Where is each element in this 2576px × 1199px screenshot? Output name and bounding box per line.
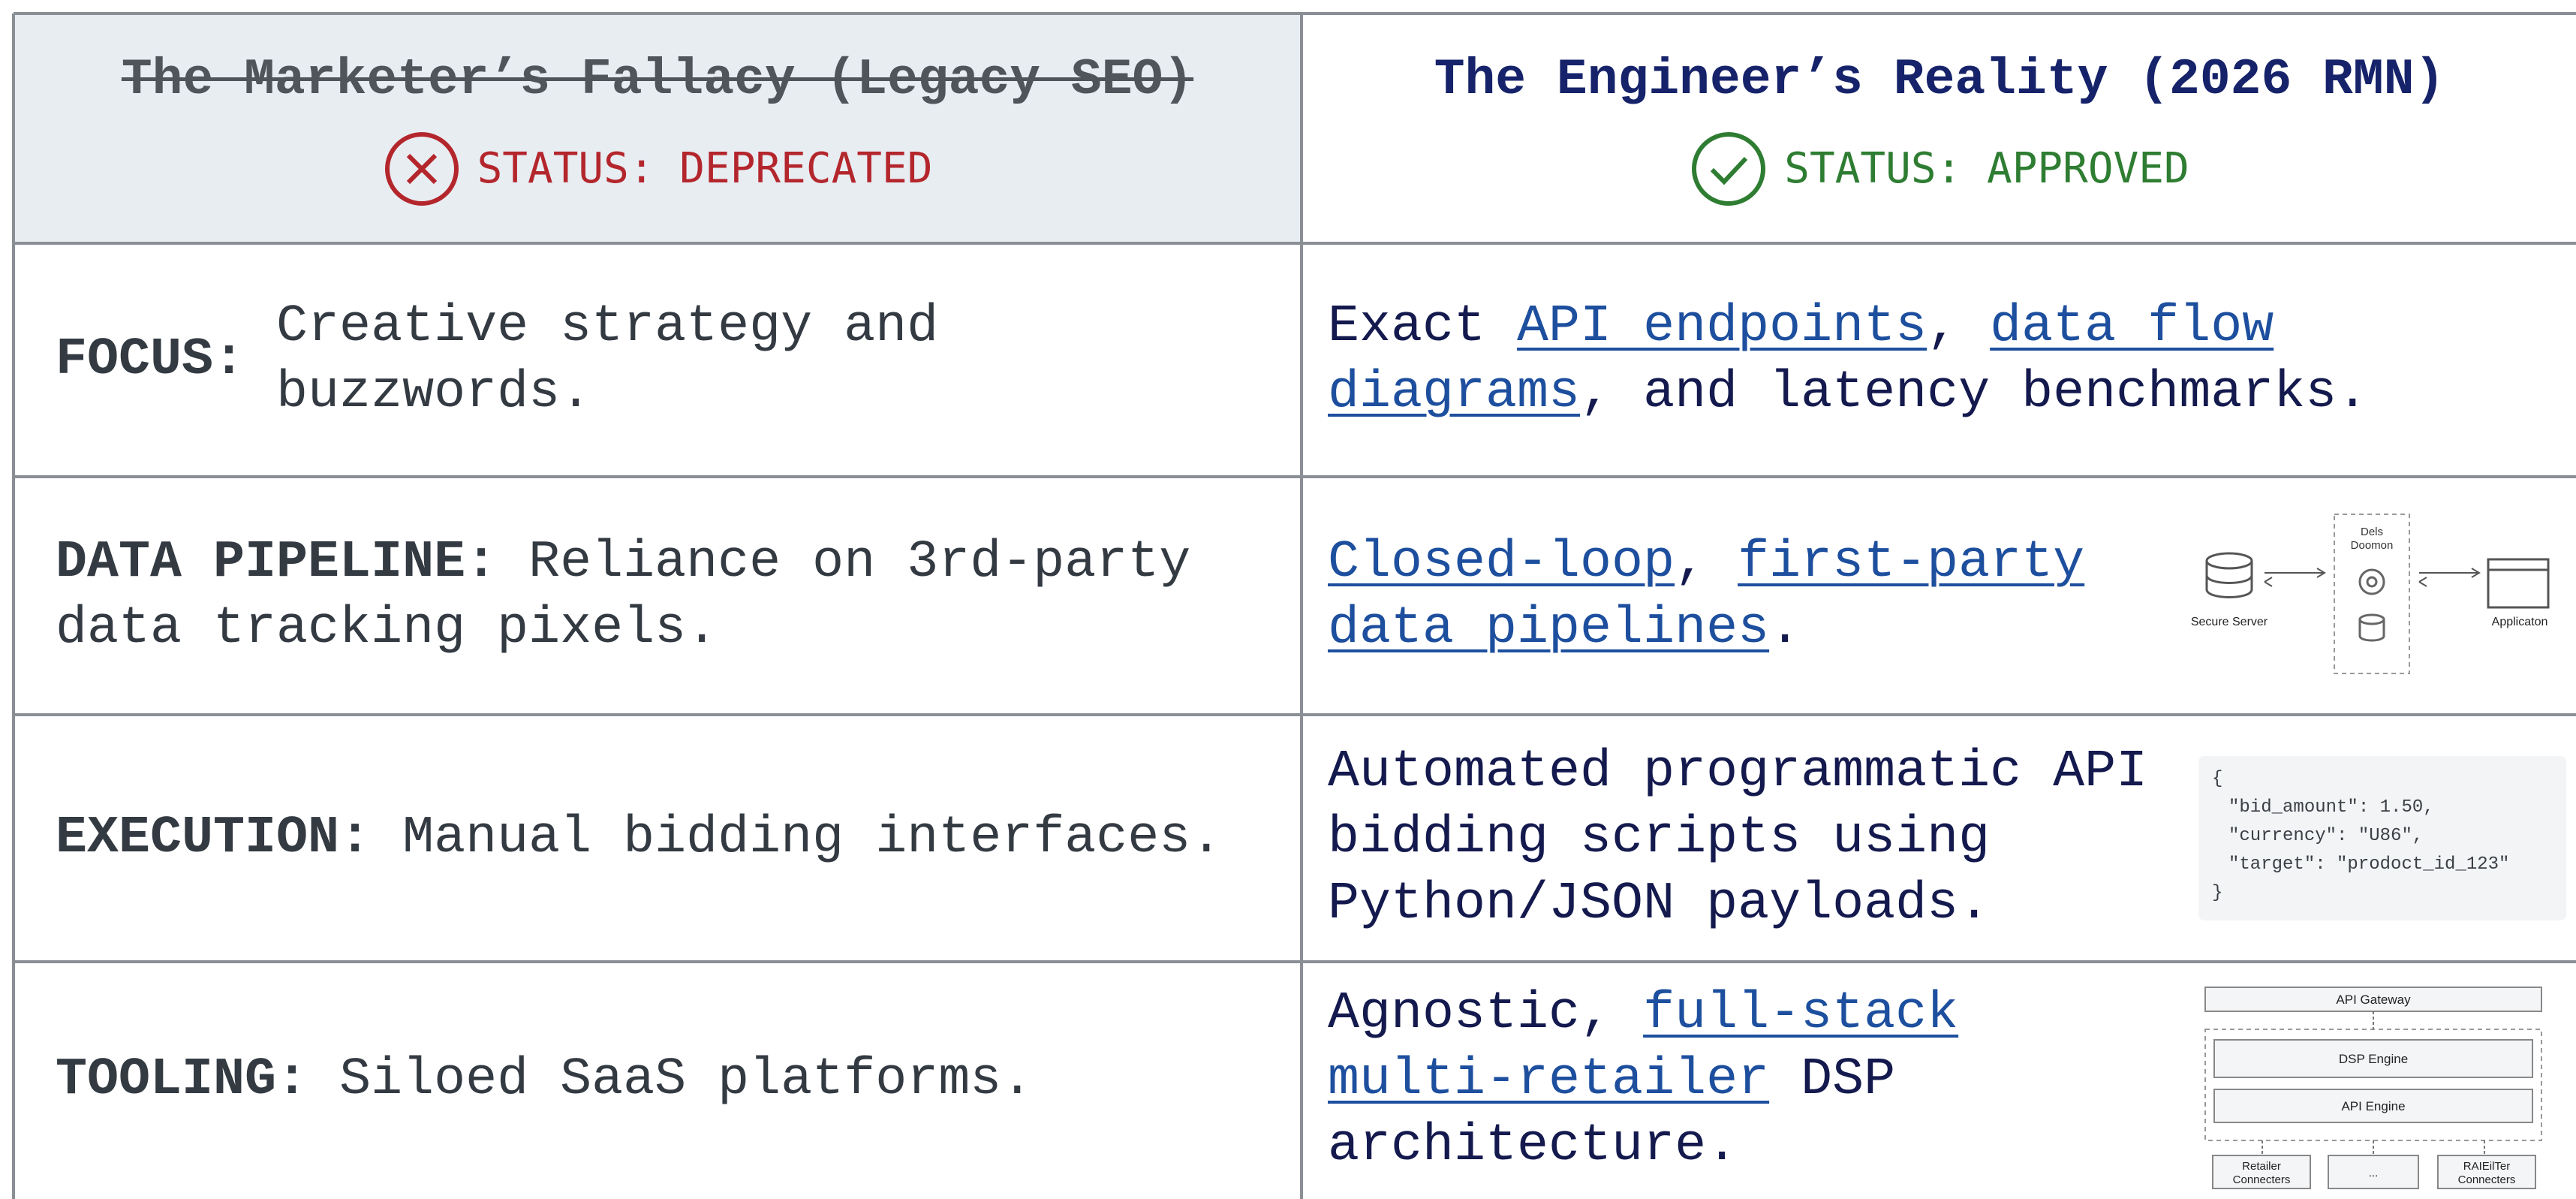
text: Reliance on 3rd-party data tracking pixe…	[56, 532, 1191, 658]
text-block: Exact API endpoints, data flow diagrams,…	[1328, 294, 2394, 426]
right-cell: Agnostic, full-stack multi-retailer DSP …	[1328, 963, 2018, 1197]
link: full-stack multi-retailer	[1328, 984, 1959, 1110]
layer-label: DSP Engine	[2339, 1052, 2408, 1066]
title: The Engineer’s Reality (2026 RMN)	[1434, 50, 2445, 109]
border	[1300, 14, 1303, 1199]
text: Siloed SaaS platforms.	[339, 1050, 1034, 1110]
layer-label: API Gateway	[2336, 993, 2411, 1007]
code-line: "currency": "U86",	[2228, 826, 2423, 846]
label: FOCUS:	[56, 330, 245, 390]
label: TOOLING:	[56, 1050, 308, 1110]
text: Creative strategy and buzzwords.	[276, 297, 939, 423]
left-cell: TOOLING: Siloed SaaS platforms.	[56, 963, 1286, 1197]
header-bg	[14, 14, 1302, 243]
layer-label: API Engine	[2341, 1099, 2405, 1113]
text-block: Agnostic, full-stack multi-retailer DSP …	[1328, 981, 2018, 1179]
text: Manual bidding interfaces.	[402, 808, 1223, 868]
text-block: DATA PIPELINE: Reliance on 3rd-party dat…	[56, 530, 1271, 662]
border	[14, 960, 2576, 963]
code-line: {	[2212, 769, 2222, 789]
text: DSP architecture.	[1328, 1050, 1896, 1176]
left-cell: DATA PIPELINE: Reliance on 3rd-party dat…	[56, 478, 1286, 713]
left-cell: FOCUS: Creative strategy and buzzwords.	[56, 245, 1286, 475]
connector-label: ...	[2369, 1167, 2379, 1179]
connector-label: RAIEilTer	[2463, 1160, 2511, 1173]
code-box: { "bid_amount": 1.50, "currency": "U86", "t…	[2198, 756, 2566, 920]
status-text: STATUS: APPROVED	[1784, 144, 2189, 193]
check-icon	[1692, 131, 1766, 206]
label: EXECUTION:	[56, 808, 372, 868]
data-flow-diagram: Dels Doomon Secure Server Applicaton	[2191, 514, 2550, 674]
link: first-party data pipelines	[1328, 532, 2085, 658]
text-block: EXECUTION: Manual bidding interfaces.	[56, 806, 1286, 872]
text-block: Automated programmatic API bidding scrip…	[1328, 740, 2198, 938]
link: Closed-loop	[1328, 532, 1675, 592]
label: DATA PIPELINE:	[56, 532, 498, 592]
connector-label: Retailer	[2242, 1160, 2281, 1173]
border	[14, 242, 2576, 245]
link: API endpoints	[1517, 297, 1927, 357]
code-line: }	[2212, 883, 2222, 903]
diagram-label: Secure Server	[2191, 616, 2268, 628]
code-line: "bid_amount": 1.50,	[2228, 797, 2434, 818]
code-line: "target": "prodoct_id_123"	[2228, 854, 2509, 875]
text-block: TOOLING: Siloed SaaS platforms.	[56, 1047, 1286, 1113]
code: { "bid_amount": 1.50, "currency": "U86", "t…	[2212, 769, 2509, 903]
header-left: The Marketer’s Fallacy (Legacy SEO) STAT…	[15, 17, 1300, 242]
text: Agnostic,	[1328, 984, 1644, 1044]
connector-label: Connecters	[2458, 1173, 2516, 1186]
status: STATUS: DEPRECATED	[383, 130, 933, 208]
text: .	[1769, 598, 1801, 658]
title: The Marketer’s Fallacy (Legacy SEO)	[121, 50, 1194, 109]
text: , and latency benchmarks.	[1580, 363, 2369, 423]
text: ,	[1927, 297, 1991, 357]
right-cell: Exact API endpoints, data flow diagrams,…	[1328, 245, 2394, 475]
right-cell: Automated programmatic API bidding scrip…	[1328, 716, 2198, 960]
left-cell: EXECUTION: Manual bidding interfaces.	[56, 716, 1286, 960]
border	[12, 14, 15, 1199]
border	[14, 12, 2576, 15]
text-block: Closed-loop, first-party data pipelines.	[1328, 530, 2161, 662]
status: STATUS: APPROVED	[1690, 130, 2189, 208]
border	[14, 713, 2576, 716]
right-cell: Closed-loop, first-party data pipelines.	[1328, 478, 2161, 713]
link: data flow diagrams	[1328, 297, 2274, 423]
diagram-label: Dels	[2361, 526, 2383, 538]
text: ,	[1675, 532, 1738, 592]
diagram-label: Applicaton	[2492, 616, 2548, 628]
connector-label: Connecters	[2233, 1173, 2291, 1186]
text: Automated programmatic API bidding scrip…	[1328, 742, 2148, 934]
diagram-label: Doomon	[2351, 539, 2394, 552]
x-icon	[384, 131, 459, 206]
text: Exact	[1328, 297, 1518, 357]
header-right: The Engineer’s Reality (2026 RMN) STATUS…	[1303, 17, 2576, 242]
border	[14, 475, 2576, 478]
status-text: STATUS: DEPRECATED	[477, 144, 933, 193]
